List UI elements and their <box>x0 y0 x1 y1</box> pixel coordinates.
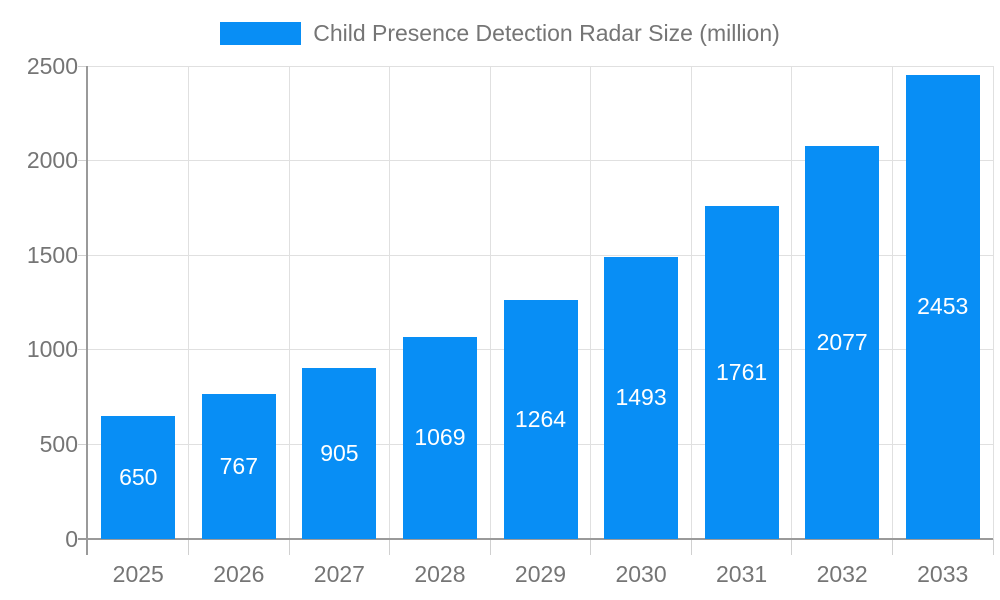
y-tick <box>78 254 86 256</box>
y-axis-line <box>86 66 88 555</box>
bar-value-label: 650 <box>119 464 158 490</box>
v-gridline <box>489 66 491 539</box>
x-axis-label: 2028 <box>414 561 466 587</box>
y-axis-label: 2500 <box>26 52 78 79</box>
bar-value-label: 2077 <box>816 329 868 355</box>
x-axis-label: 2032 <box>816 561 868 587</box>
v-gridline <box>791 66 793 539</box>
v-gridline <box>188 66 190 539</box>
bar[interactable]: 767 <box>201 393 276 539</box>
x-tick <box>389 539 391 555</box>
plot-area: 0 500 1000 1500 2000 2500 650 2025 767 2026 905 202… <box>27 53 994 587</box>
y-tick <box>78 349 86 351</box>
y-axis-label: 0 <box>65 525 78 552</box>
v-gridline <box>992 66 994 539</box>
x-tick <box>590 539 592 555</box>
x-tick <box>791 539 793 555</box>
legend[interactable]: Child Presence Detection Radar Size (mil… <box>0 20 1000 47</box>
legend-swatch <box>220 22 302 45</box>
x-tick <box>489 539 491 555</box>
x-tick <box>690 539 692 555</box>
bar[interactable]: 1264 <box>503 299 578 539</box>
bar-value-label: 1264 <box>514 405 567 432</box>
v-gridline <box>891 66 893 539</box>
bar-value-label: 1761 <box>716 358 768 385</box>
x-axis-label: 2027 <box>313 561 365 587</box>
bar[interactable]: 1761 <box>704 205 779 539</box>
bar-value-label: 1069 <box>414 424 466 451</box>
bar-value-label: 905 <box>320 439 359 466</box>
y-tick <box>78 65 86 67</box>
bar[interactable]: 1069 <box>402 336 477 539</box>
h-gridline <box>88 254 993 256</box>
y-tick <box>78 443 86 445</box>
x-axis-label: 2033 <box>917 561 969 587</box>
v-gridline <box>288 66 290 539</box>
y-tick <box>78 160 86 162</box>
x-tick <box>188 539 190 555</box>
bar[interactable]: 650 <box>101 416 176 539</box>
x-tick <box>992 539 994 555</box>
x-axis-label: 2030 <box>615 561 667 587</box>
v-gridline <box>590 66 592 539</box>
x-axis-label: 2029 <box>514 561 567 587</box>
h-gridline <box>88 65 993 67</box>
bar-value-label: 2453 <box>917 293 969 320</box>
bar[interactable]: 1493 <box>604 256 679 539</box>
h-gridline <box>88 160 993 162</box>
x-axis-label: 2031 <box>716 561 768 587</box>
bar-value-label: 1493 <box>615 384 667 411</box>
y-axis-label: 2000 <box>26 147 78 174</box>
y-axis-label: 1000 <box>26 336 78 363</box>
bar[interactable]: 2077 <box>805 146 880 539</box>
y-axis-label: 1500 <box>26 241 78 268</box>
bar[interactable]: 2453 <box>905 74 980 539</box>
x-axis-line <box>78 538 993 540</box>
v-gridline <box>389 66 391 539</box>
bar[interactable]: 905 <box>302 367 377 539</box>
x-tick <box>288 539 290 555</box>
bar-value-label: 767 <box>219 452 259 479</box>
y-axis-label: 500 <box>39 430 78 457</box>
x-axis-label: 2025 <box>112 561 164 587</box>
x-tick <box>891 539 893 555</box>
x-axis-label: 2026 <box>213 561 265 587</box>
v-gridline <box>690 66 692 539</box>
legend-label: Child Presence Detection Radar Size (mil… <box>313 20 780 46</box>
